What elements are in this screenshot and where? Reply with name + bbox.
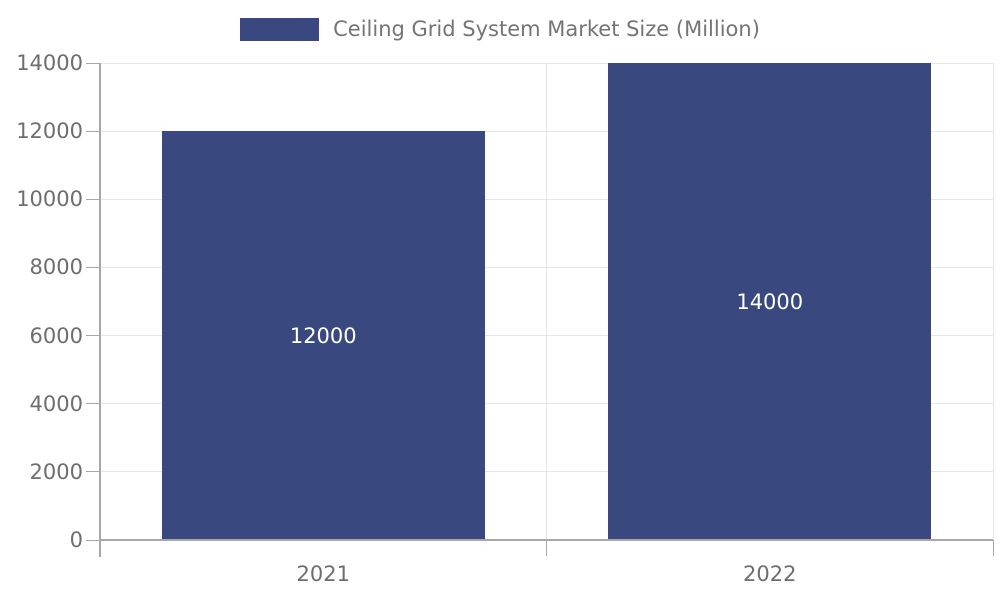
x-gridline (992, 63, 994, 540)
y-tick (86, 539, 100, 541)
y-tick (86, 266, 100, 268)
y-tick-label: 0 (69, 528, 83, 552)
chart-legend: Ceiling Grid System Market Size (Million… (0, 16, 1000, 42)
y-tick (86, 62, 100, 64)
y-tick (86, 335, 100, 337)
x-gridline (546, 63, 547, 540)
y-tick-label: 12000 (16, 119, 83, 144)
y-tick-label: 14000 (16, 51, 83, 75)
bar-value-label: 12000 (289, 323, 357, 348)
y-tick (86, 471, 100, 473)
x-tick (546, 540, 547, 556)
y-axis-line (99, 63, 101, 557)
y-tick-label: 10000 (16, 187, 83, 212)
y-tick (86, 130, 100, 132)
x-tick-label: 2022 (743, 562, 797, 586)
y-tick-label: 8000 (29, 255, 83, 280)
y-tick (86, 403, 100, 405)
x-tick (992, 540, 994, 556)
legend-swatch (240, 17, 320, 41)
bar-value-label: 14000 (736, 289, 804, 314)
y-tick-label: 4000 (29, 391, 83, 416)
y-tick-label: 2000 (29, 459, 83, 484)
y-tick-label: 6000 (29, 323, 83, 348)
y-tick (86, 198, 100, 200)
bar (161, 131, 485, 540)
bar (608, 63, 932, 540)
legend-label: Ceiling Grid System Market Size (Million… (333, 17, 760, 41)
x-tick-label: 2021 (296, 562, 350, 586)
